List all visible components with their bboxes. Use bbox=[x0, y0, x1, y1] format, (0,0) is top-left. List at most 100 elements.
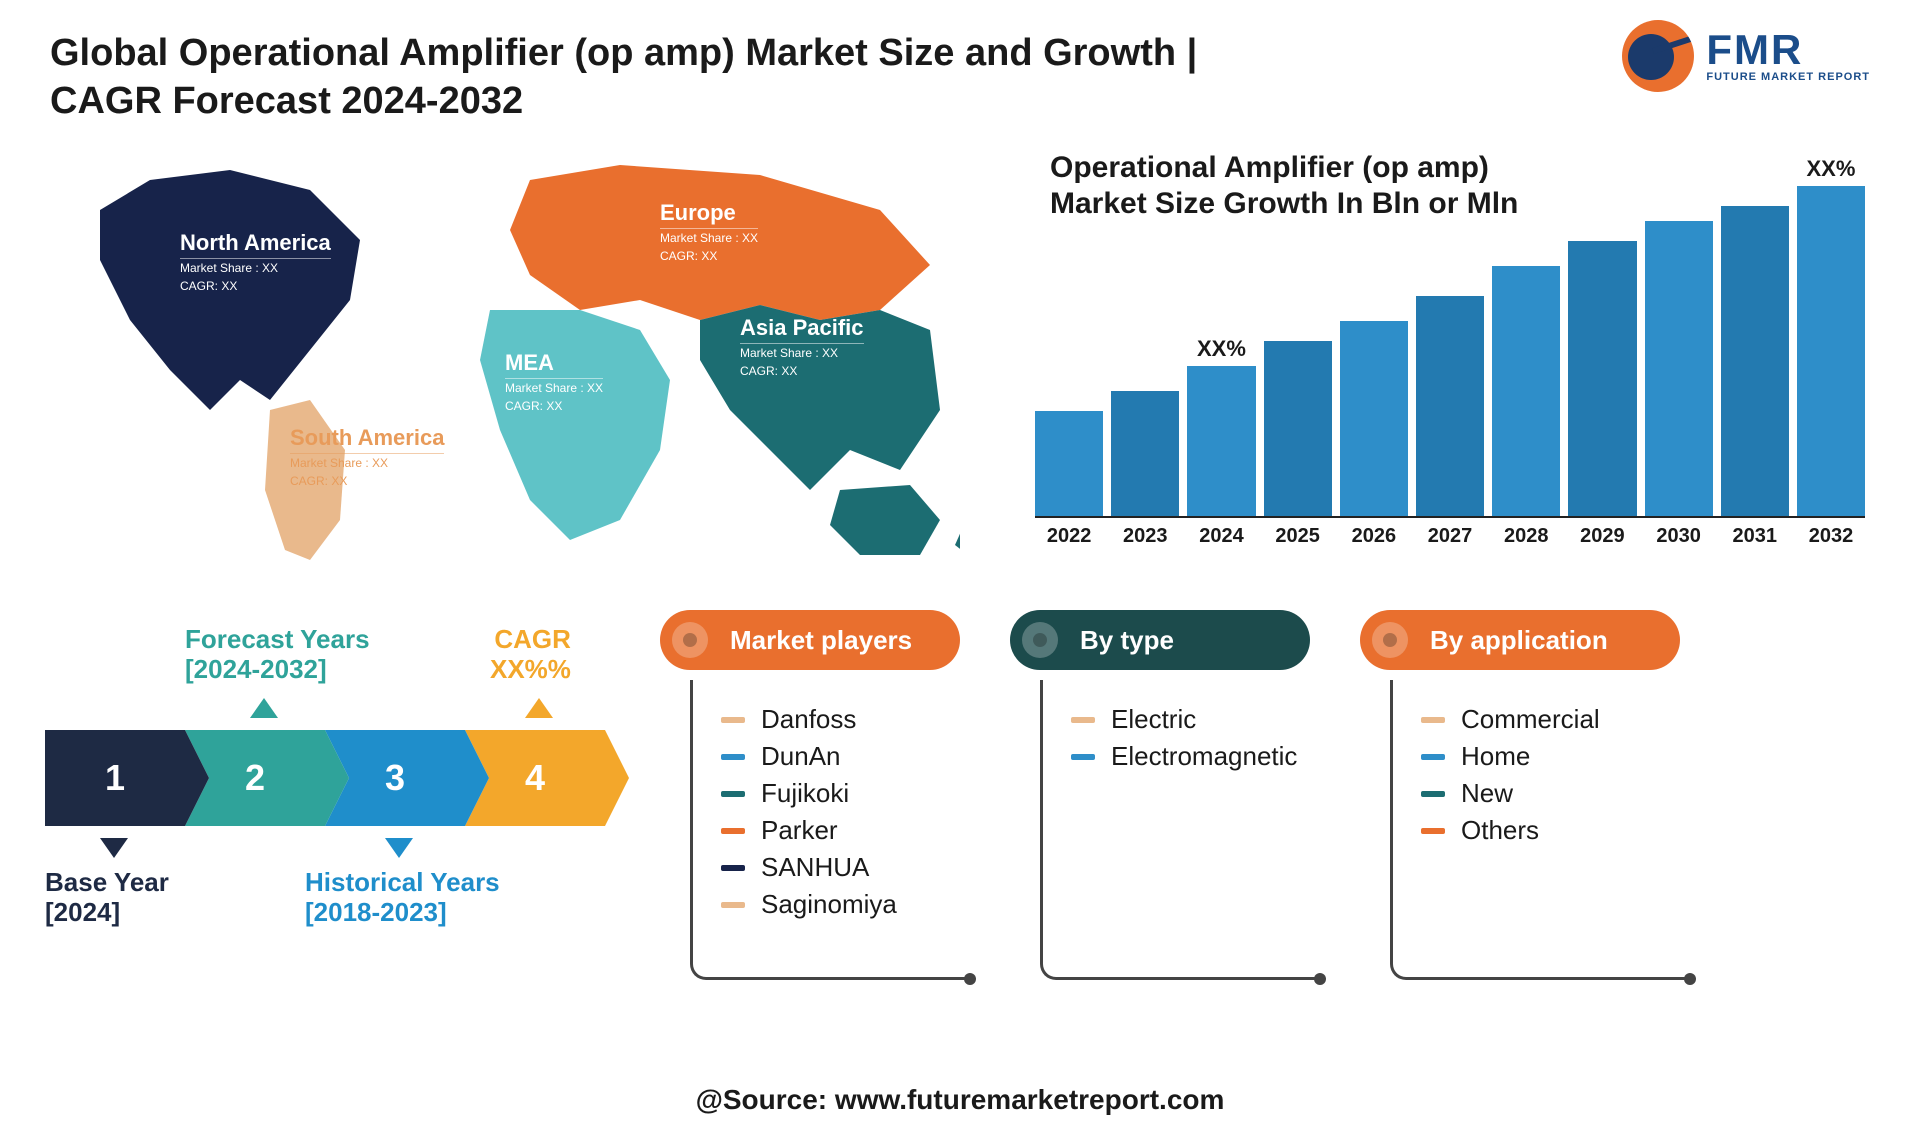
market-players-list: Danfoss DunAn Fujikoki Parker SANHUA Saginomi… bbox=[690, 680, 970, 980]
list-item-label: Fujikoki bbox=[761, 778, 849, 809]
timeline-step-number: 1 bbox=[105, 757, 125, 799]
list-item-label: Home bbox=[1461, 741, 1530, 772]
list-item-label: SANHUA bbox=[761, 852, 869, 883]
bar-2032: XX%2032 bbox=[1797, 156, 1865, 516]
bar-year-label: 2023 bbox=[1123, 525, 1168, 548]
bar-rect bbox=[1645, 221, 1713, 516]
label-asia-pacific: Asia Pacific Market Share : XX CAGR: XX bbox=[740, 315, 864, 378]
timeline-step-number: 2 bbox=[245, 757, 265, 799]
region-mea bbox=[480, 310, 670, 540]
bullet-icon bbox=[1421, 754, 1445, 760]
bar-pct-first: XX% bbox=[1197, 336, 1246, 362]
historical-years-label: Historical Years [2018-2023] bbox=[305, 868, 500, 928]
bar-year-label: 2024 bbox=[1199, 525, 1244, 548]
bar-year-label: 2025 bbox=[1275, 525, 1320, 548]
list-item: SANHUA bbox=[721, 852, 970, 883]
by-type-pill: By type bbox=[1010, 610, 1310, 670]
list-item: Commercial bbox=[1421, 704, 1690, 735]
bar-2022: 2022 bbox=[1035, 411, 1103, 516]
bar-rect bbox=[1111, 391, 1179, 516]
bar-2026: 2026 bbox=[1340, 321, 1408, 516]
pill-dot-icon bbox=[672, 622, 708, 658]
bar-2031: 2031 bbox=[1721, 206, 1789, 516]
logo-subtitle: FUTURE MARKET REPORT bbox=[1706, 71, 1870, 83]
bar-year-label: 2026 bbox=[1352, 525, 1397, 548]
label-europe: Europe Market Share : XX CAGR: XX bbox=[660, 200, 758, 263]
hist-pointer-icon bbox=[385, 838, 413, 858]
list-item-label: Commercial bbox=[1461, 704, 1600, 735]
by-application-list: Commercial Home New Others bbox=[1390, 680, 1690, 980]
bullet-icon bbox=[721, 717, 745, 723]
bullet-icon bbox=[1071, 717, 1095, 723]
timeline-step-1: 1 bbox=[45, 730, 185, 826]
bar-rect bbox=[1187, 366, 1255, 516]
bar-2028: 2028 bbox=[1492, 266, 1560, 516]
bar-rect bbox=[1340, 321, 1408, 516]
label-north-america: North America Market Share : XX CAGR: XX bbox=[180, 230, 331, 293]
base-pointer-icon bbox=[100, 838, 128, 858]
fmr-logo-icon bbox=[1622, 20, 1694, 92]
list-item: Danfoss bbox=[721, 704, 970, 735]
bar-year-label: 2030 bbox=[1656, 525, 1701, 548]
label-south-america: South America Market Share : XX CAGR: XX bbox=[290, 425, 444, 488]
bar-rect bbox=[1492, 266, 1560, 516]
cagr-label: CAGR XX%% bbox=[490, 625, 571, 685]
bar-2029: 2029 bbox=[1568, 241, 1636, 516]
timeline: 1 2 3 4 bbox=[45, 730, 605, 826]
bullet-icon bbox=[721, 865, 745, 871]
list-item: Saginomiya bbox=[721, 889, 970, 920]
bar-rect bbox=[1568, 241, 1636, 516]
list-item-label: Saginomiya bbox=[761, 889, 897, 920]
bar-rect bbox=[1797, 186, 1865, 516]
list-item: New bbox=[1421, 778, 1690, 809]
logo-fmr-text: FMR bbox=[1706, 29, 1870, 71]
base-year-label: Base Year [2024] bbox=[45, 868, 169, 928]
list-item-label: Parker bbox=[761, 815, 838, 846]
list-item: DunAn bbox=[721, 741, 970, 772]
bar-2024: XX%2024 bbox=[1187, 336, 1255, 516]
list-item: Parker bbox=[721, 815, 970, 846]
timeline-step-number: 3 bbox=[385, 757, 405, 799]
bar-year-label: 2032 bbox=[1809, 525, 1854, 548]
bar-rect bbox=[1416, 296, 1484, 516]
pill-dot-icon bbox=[1022, 622, 1058, 658]
bar-year-label: 2027 bbox=[1428, 525, 1473, 548]
bar-chart: 20222023XX%20242025202620272028202920302… bbox=[1035, 160, 1865, 560]
bar-2030: 2030 bbox=[1645, 221, 1713, 516]
bullet-icon bbox=[721, 754, 745, 760]
fmr-logo: FMR FUTURE MARKET REPORT bbox=[1622, 20, 1870, 92]
bullet-icon bbox=[721, 828, 745, 834]
world-map: North America Market Share : XX CAGR: XX… bbox=[60, 150, 960, 570]
bar-2027: 2027 bbox=[1416, 296, 1484, 516]
list-item: Others bbox=[1421, 815, 1690, 846]
bar-pct-last: XX% bbox=[1807, 156, 1856, 182]
list-item-label: Electric bbox=[1111, 704, 1196, 735]
source-attribution: @Source: www.futuremarketreport.com bbox=[0, 1084, 1920, 1116]
region-nz bbox=[955, 527, 960, 552]
page-title: Global Operational Amplifier (op amp) Ma… bbox=[50, 30, 1250, 125]
list-item-label: Electromagnetic bbox=[1111, 741, 1297, 772]
bullet-icon bbox=[1421, 717, 1445, 723]
list-item-label: DunAn bbox=[761, 741, 841, 772]
list-item: Electromagnetic bbox=[1071, 741, 1320, 772]
bar-rect bbox=[1035, 411, 1103, 516]
list-item: Fujikoki bbox=[721, 778, 970, 809]
list-item-label: New bbox=[1461, 778, 1513, 809]
bullet-icon bbox=[1071, 754, 1095, 760]
by-application-pill: By application bbox=[1360, 610, 1680, 670]
label-mea: MEA Market Share : XX CAGR: XX bbox=[505, 350, 603, 413]
bar-rect bbox=[1721, 206, 1789, 516]
forecast-years-label: Forecast Years [2024-2032] bbox=[185, 625, 370, 685]
bar-year-label: 2031 bbox=[1733, 525, 1778, 548]
timeline-step-number: 4 bbox=[525, 757, 545, 799]
bar-year-label: 2029 bbox=[1580, 525, 1625, 548]
bar-2025: 2025 bbox=[1264, 341, 1332, 516]
bullet-icon bbox=[721, 791, 745, 797]
bullet-icon bbox=[1421, 828, 1445, 834]
list-item: Home bbox=[1421, 741, 1690, 772]
bar-year-label: 2022 bbox=[1047, 525, 1092, 548]
region-australia bbox=[830, 485, 940, 555]
bar-rect bbox=[1264, 341, 1332, 516]
market-players-pill: Market players bbox=[660, 610, 960, 670]
bullet-icon bbox=[721, 902, 745, 908]
